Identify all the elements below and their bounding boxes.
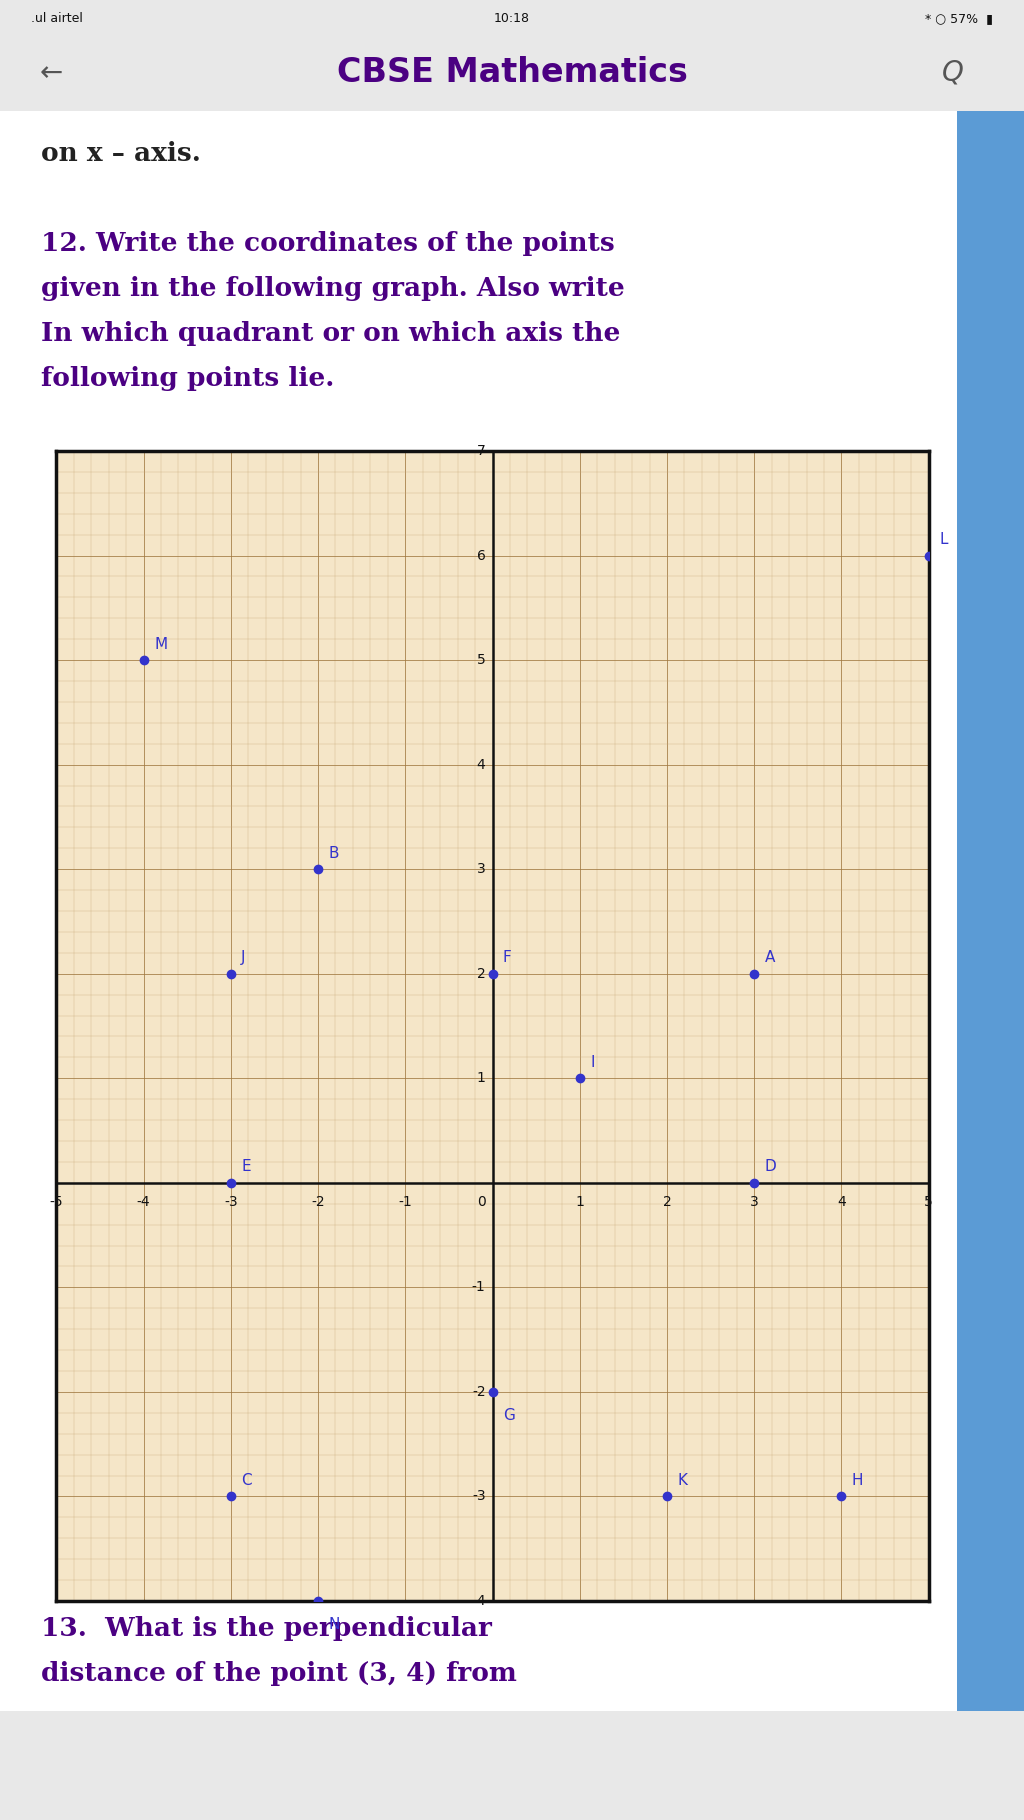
Text: -3: -3 (472, 1489, 485, 1503)
Text: 5: 5 (477, 653, 485, 668)
Text: C: C (242, 1472, 252, 1489)
Text: E: E (242, 1159, 251, 1174)
Text: 3: 3 (477, 863, 485, 875)
Text: following points lie.: following points lie. (41, 366, 334, 391)
Text: A: A (765, 950, 775, 965)
Text: distance of the point (3, 4) from: distance of the point (3, 4) from (41, 1662, 517, 1685)
Text: In which quadrant or on which axis the: In which quadrant or on which axis the (41, 320, 621, 346)
Text: H: H (852, 1472, 863, 1489)
Text: 4: 4 (837, 1196, 846, 1208)
Text: ←: ← (40, 58, 62, 87)
Text: -2: -2 (311, 1196, 325, 1208)
Text: .ul airtel: .ul airtel (31, 13, 83, 25)
Bar (957, 111, 1024, 1711)
Text: L: L (939, 531, 947, 548)
Text: D: D (765, 1159, 776, 1174)
Text: 4: 4 (477, 757, 485, 772)
Text: 3: 3 (750, 1196, 759, 1208)
Text: M: M (154, 637, 167, 652)
Text: -5: -5 (49, 1196, 63, 1208)
Text: 10:18: 10:18 (494, 13, 530, 25)
Text: 7: 7 (477, 444, 485, 459)
Text: -4: -4 (137, 1196, 151, 1208)
Text: 2: 2 (663, 1196, 672, 1208)
Text: CBSE Mathematics: CBSE Mathematics (337, 56, 687, 89)
Text: G: G (503, 1409, 515, 1423)
Text: -4: -4 (472, 1594, 485, 1609)
Text: -2: -2 (472, 1385, 485, 1400)
Text: on x – axis.: on x – axis. (41, 140, 201, 166)
Text: 2: 2 (477, 966, 485, 981)
Text: 1: 1 (476, 1072, 485, 1085)
Text: Q: Q (941, 58, 964, 87)
Text: F: F (503, 950, 512, 965)
Text: I: I (590, 1056, 595, 1070)
Text: 1: 1 (575, 1196, 585, 1208)
Text: 12. Write the coordinates of the points: 12. Write the coordinates of the points (41, 231, 614, 257)
Text: given in the following graph. Also write: given in the following graph. Also write (41, 277, 625, 300)
Text: 5: 5 (925, 1196, 933, 1208)
Text: J: J (242, 950, 246, 965)
Text: -3: -3 (224, 1196, 238, 1208)
Text: K: K (678, 1472, 687, 1489)
Text: N: N (329, 1618, 340, 1633)
Text: B: B (329, 846, 339, 861)
Text: -1: -1 (472, 1279, 485, 1294)
Text: * ○ 57%  ▮: * ○ 57% ▮ (926, 13, 993, 25)
Text: -1: -1 (398, 1196, 412, 1208)
Text: 13.  What is the perpendicular: 13. What is the perpendicular (41, 1616, 492, 1642)
Text: 0: 0 (477, 1196, 485, 1208)
Text: 6: 6 (476, 548, 485, 562)
